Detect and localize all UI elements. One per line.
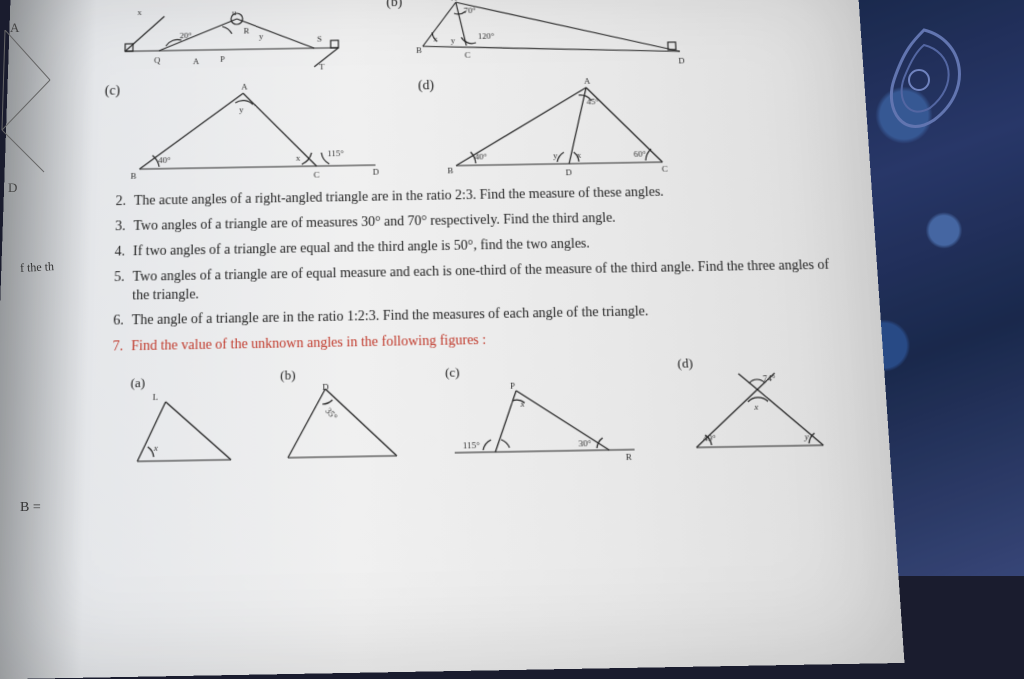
fig-b-a: A [451,0,458,2]
sub-figure-a: L x [129,391,236,469]
sub-d-x: x [753,402,759,412]
fig-b-d: D [678,56,685,66]
fig-d-40: 40° [474,152,487,162]
sub-b-d: D [323,383,330,392]
fig-a-y: y [259,31,264,41]
fig-a-20: 20° [180,31,193,41]
sub-c-30: 30° [578,438,592,449]
sub-c-p: P [510,381,515,391]
fig-d-y: y [553,150,558,160]
sub-c-115: 115° [463,440,481,451]
label-b: (b) [386,0,402,11]
figure-b-triangle: A 70° B x y C 120° D [408,0,691,70]
fig-d-a: A [584,76,591,86]
label-d: (d) [418,79,434,94]
fig-b-x: x [434,34,439,44]
fig-b-c: C [465,50,471,60]
fig-a-x: x [137,7,142,17]
fig-b-70: 70° [464,5,477,15]
sub-a-l: L [152,392,158,402]
sub-c-x: x [519,399,524,409]
fig-b-120: 120° [478,31,495,41]
sub-a-x: x [153,443,158,454]
fig-c-115: 115° [327,148,344,158]
fig-c-b: B [130,171,136,181]
fig-b-y: y [451,35,456,45]
sub-c-label: (c) [445,365,460,380]
sub-a-label: (a) [130,375,145,390]
fig-d-45: 45° [586,97,599,107]
fig-c-40: 40° [158,155,171,165]
textbook-page: x 20° Q P u R y S T A (b) [0,0,904,679]
fig-a-r: R [243,26,249,36]
sub-figure-d: 74° x 49° y [678,370,834,459]
fig-a-apex: A [193,56,200,66]
sub-d-74: 74° [763,373,777,384]
fig-a-q: Q [154,55,161,65]
paisley-motif [864,20,984,160]
fig-a-t: T [319,62,325,72]
fig-c-d: D [372,167,378,177]
sub-c-r: R [625,452,632,463]
sub-b-35: 35° [324,406,340,423]
sub-b-label: (b) [280,368,295,383]
fig-d-d: D [565,167,572,177]
q7-subfigures: (a) L x (b) D [96,352,850,475]
margin-b-equals: B = [20,500,41,516]
sub-figure-c: P x 115° 30° R [445,379,640,464]
fig-c-a: A [241,82,248,92]
figure-a-straight-line: x 20° Q P u R y S T A [105,6,358,75]
fig-b-b: B [416,45,422,55]
fig-d-x: x [576,150,581,160]
fig-c-c: C [313,170,319,180]
sub-d-y: y [803,431,809,442]
fig-d-60: 60° [633,149,646,159]
fig-c-y: y [239,104,244,114]
fig-d-b: B [447,165,453,175]
margin-f-the: f the th [20,259,55,276]
fig-c-x: x [295,153,300,163]
figure-d-triangle: A 45° B 40° y x D 60° C [440,75,678,179]
fig-a-s: S [317,34,322,44]
label-c: (c) [105,84,120,99]
figure-c-triangle: A y B 40° x C 115° D [124,80,390,184]
fig-d-c: C [661,164,667,174]
sub-d-49: 49° [703,433,717,444]
fig-a-p: P [220,54,225,64]
sub-figure-b: D 35° [280,383,402,466]
q5: 5.Two angles of a triangle are of equal … [100,257,839,307]
margin-partial-figure [0,30,55,190]
sub-d-label: (d) [677,356,693,371]
question-list: 2.The acute angles of a right-angled tri… [99,181,842,358]
fig-a-u: u [232,8,237,18]
